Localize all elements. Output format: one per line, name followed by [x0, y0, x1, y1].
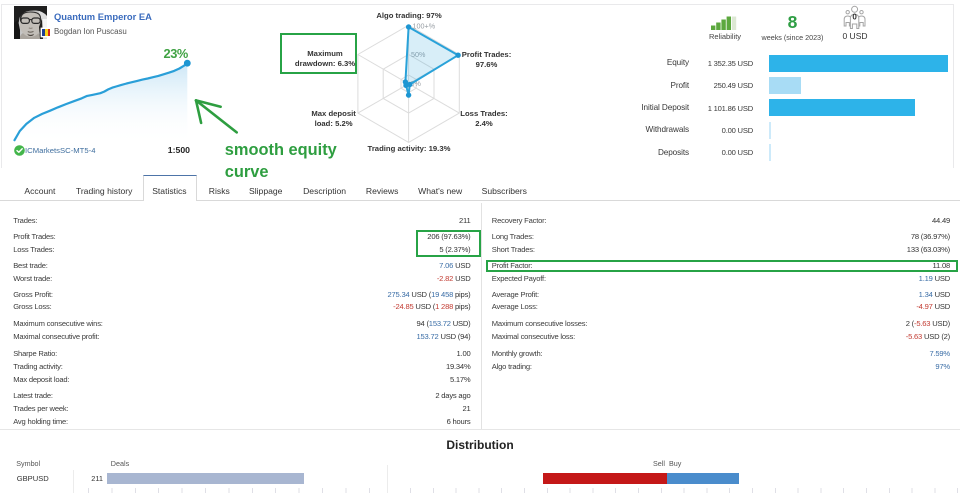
svg-text:0: 0 [852, 12, 857, 21]
svg-text:100+%: 100+% [413, 21, 436, 30]
svg-text:0%: 0% [411, 79, 422, 88]
svg-text:50%: 50% [411, 50, 426, 59]
